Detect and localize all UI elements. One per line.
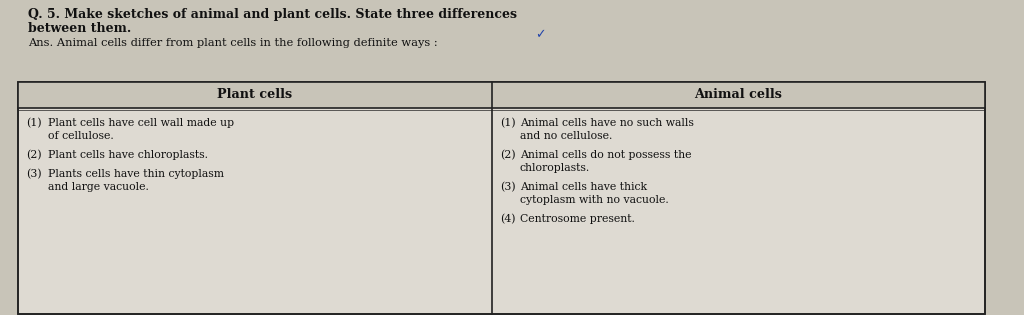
Text: Animal cells: Animal cells (694, 89, 782, 101)
Text: cytoplasm with no vacuole.: cytoplasm with no vacuole. (520, 195, 669, 205)
Text: (1): (1) (26, 118, 42, 128)
Text: Ans. Animal cells differ from plant cells in the following definite ways :: Ans. Animal cells differ from plant cell… (28, 38, 437, 48)
Text: Q. 5. Make sketches of animal and plant cells. State three differences: Q. 5. Make sketches of animal and plant … (28, 8, 517, 21)
Text: Plant cells have cell wall made up: Plant cells have cell wall made up (48, 118, 234, 128)
Text: (3): (3) (500, 182, 516, 192)
Text: Animal cells have no such walls: Animal cells have no such walls (520, 118, 694, 128)
Text: (4): (4) (500, 214, 515, 224)
Text: between them.: between them. (28, 22, 131, 35)
Text: ✓: ✓ (535, 28, 546, 41)
Text: of cellulose.: of cellulose. (48, 131, 114, 141)
Bar (18, 82, 985, 314)
Bar (18, 82, 985, 314)
Text: Animal cells have thick: Animal cells have thick (520, 182, 647, 192)
Text: Plant cells have chloroplasts.: Plant cells have chloroplasts. (48, 150, 208, 160)
Text: (3): (3) (26, 169, 42, 179)
Text: Centrosome present.: Centrosome present. (520, 214, 635, 224)
Bar (18, 82, 985, 108)
Text: (1): (1) (500, 118, 516, 128)
Text: Animal cells do not possess the: Animal cells do not possess the (520, 150, 691, 160)
Text: chloroplasts.: chloroplasts. (520, 163, 590, 173)
Text: (2): (2) (26, 150, 42, 160)
Text: and no cellulose.: and no cellulose. (520, 131, 612, 141)
Text: (2): (2) (500, 150, 516, 160)
Text: and large vacuole.: and large vacuole. (48, 182, 148, 192)
Text: Plants cells have thin cytoplasm: Plants cells have thin cytoplasm (48, 169, 224, 179)
Text: Plant cells: Plant cells (217, 89, 293, 101)
